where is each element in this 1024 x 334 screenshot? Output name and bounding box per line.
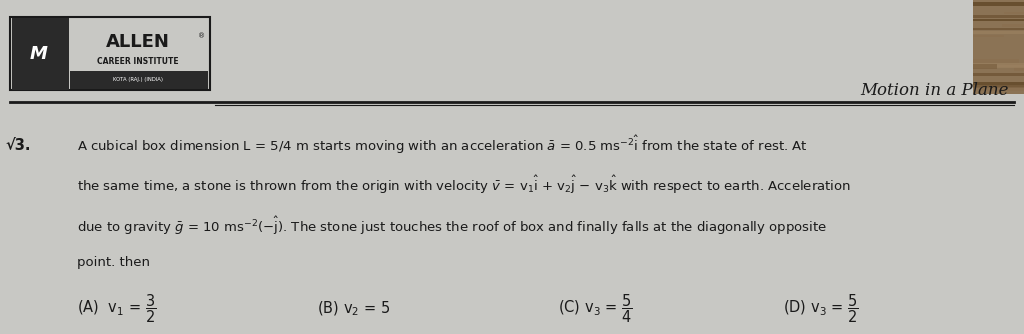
Text: M: M [30, 45, 48, 63]
FancyBboxPatch shape [530, 43, 694, 45]
FancyBboxPatch shape [754, 60, 818, 62]
FancyBboxPatch shape [907, 28, 1024, 30]
Text: Motion in a Plane: Motion in a Plane [860, 82, 1009, 99]
FancyBboxPatch shape [539, 42, 734, 45]
FancyBboxPatch shape [883, 82, 1024, 87]
FancyBboxPatch shape [0, 0, 973, 334]
FancyBboxPatch shape [575, 1, 777, 5]
FancyBboxPatch shape [696, 43, 878, 46]
FancyBboxPatch shape [590, 13, 831, 15]
Text: (C) v$_3$ = $\dfrac{5}{4}$: (C) v$_3$ = $\dfrac{5}{4}$ [558, 293, 633, 325]
FancyBboxPatch shape [442, 63, 637, 67]
FancyBboxPatch shape [801, 85, 1024, 88]
Text: (B) v$_2$ = 5: (B) v$_2$ = 5 [317, 300, 391, 318]
FancyBboxPatch shape [12, 18, 69, 90]
FancyBboxPatch shape [614, 0, 862, 3]
FancyBboxPatch shape [10, 17, 210, 90]
Text: ®: ® [199, 33, 205, 39]
FancyBboxPatch shape [334, 14, 459, 17]
FancyBboxPatch shape [327, 35, 570, 39]
FancyBboxPatch shape [525, 81, 717, 85]
FancyBboxPatch shape [682, 51, 738, 53]
FancyBboxPatch shape [1004, 12, 1024, 14]
FancyBboxPatch shape [532, 43, 770, 46]
Text: A cubical box dimension L = 5/4 m starts moving with an acceleration $\bar{a}$ =: A cubical box dimension L = 5/4 m starts… [77, 134, 808, 156]
FancyBboxPatch shape [393, 59, 463, 61]
FancyBboxPatch shape [830, 31, 1024, 34]
FancyBboxPatch shape [622, 81, 678, 86]
FancyBboxPatch shape [1014, 67, 1024, 71]
Text: due to gravity $\bar{g}$ = 10 ms$^{-2}$($-\hat{\mathrm{j}}$). The stone just tou: due to gravity $\bar{g}$ = 10 ms$^{-2}$(… [77, 214, 826, 236]
FancyBboxPatch shape [0, 94, 1024, 334]
FancyBboxPatch shape [431, 49, 564, 53]
FancyBboxPatch shape [943, 64, 997, 69]
Text: √3.: √3. [5, 138, 31, 153]
FancyBboxPatch shape [557, 81, 801, 85]
FancyBboxPatch shape [493, 28, 711, 32]
FancyBboxPatch shape [584, 1, 820, 4]
Text: KOTA (RAJ.) (INDIA): KOTA (RAJ.) (INDIA) [114, 77, 163, 82]
FancyBboxPatch shape [555, 31, 745, 34]
FancyBboxPatch shape [489, 66, 683, 70]
FancyBboxPatch shape [674, 43, 889, 47]
FancyBboxPatch shape [630, 89, 874, 92]
FancyBboxPatch shape [663, 88, 899, 90]
FancyBboxPatch shape [749, 0, 828, 1]
FancyBboxPatch shape [884, 72, 1024, 76]
FancyBboxPatch shape [539, 10, 617, 14]
FancyBboxPatch shape [893, 15, 975, 19]
FancyBboxPatch shape [70, 71, 208, 89]
FancyBboxPatch shape [438, 62, 597, 65]
FancyBboxPatch shape [718, 77, 936, 81]
FancyBboxPatch shape [717, 17, 777, 22]
FancyBboxPatch shape [863, 2, 1024, 6]
FancyBboxPatch shape [694, 71, 938, 74]
FancyBboxPatch shape [423, 3, 639, 7]
FancyBboxPatch shape [1002, 24, 1024, 27]
FancyBboxPatch shape [435, 55, 639, 59]
FancyBboxPatch shape [774, 70, 972, 72]
FancyBboxPatch shape [446, 53, 641, 55]
FancyBboxPatch shape [780, 63, 1024, 67]
FancyBboxPatch shape [340, 60, 470, 63]
FancyBboxPatch shape [777, 55, 968, 57]
FancyBboxPatch shape [683, 51, 744, 56]
FancyBboxPatch shape [582, 0, 728, 2]
FancyBboxPatch shape [433, 88, 640, 92]
FancyBboxPatch shape [860, 85, 985, 87]
FancyBboxPatch shape [322, 0, 544, 3]
Text: point. then: point. then [77, 256, 150, 269]
Text: the same time, a stone is thrown from the origin with velocity $\bar{v}$ = v$_1\: the same time, a stone is thrown from th… [77, 174, 851, 196]
FancyBboxPatch shape [508, 6, 712, 11]
FancyBboxPatch shape [943, 19, 1024, 21]
FancyBboxPatch shape [509, 79, 703, 82]
FancyBboxPatch shape [901, 65, 1024, 68]
FancyBboxPatch shape [923, 59, 1019, 63]
FancyBboxPatch shape [584, 12, 699, 14]
Text: (A)  v$_1$ = $\dfrac{3}{2}$: (A) v$_1$ = $\dfrac{3}{2}$ [77, 293, 156, 325]
FancyBboxPatch shape [335, 51, 585, 54]
Text: (D) v$_3$ = $\dfrac{5}{2}$: (D) v$_3$ = $\dfrac{5}{2}$ [783, 293, 859, 325]
FancyBboxPatch shape [461, 54, 520, 58]
FancyBboxPatch shape [951, 35, 1005, 37]
Text: CAREER INSTITUTE: CAREER INSTITUTE [97, 57, 179, 66]
FancyBboxPatch shape [1006, 64, 1024, 67]
FancyBboxPatch shape [517, 88, 609, 92]
FancyBboxPatch shape [419, 85, 647, 88]
Text: ALLEN: ALLEN [106, 33, 170, 51]
FancyBboxPatch shape [943, 88, 1024, 91]
FancyBboxPatch shape [613, 15, 841, 17]
FancyBboxPatch shape [511, 87, 687, 90]
FancyBboxPatch shape [845, 15, 1024, 18]
FancyBboxPatch shape [520, 50, 624, 54]
FancyBboxPatch shape [656, 6, 797, 9]
FancyBboxPatch shape [394, 58, 632, 60]
FancyBboxPatch shape [606, 70, 682, 73]
FancyBboxPatch shape [745, 51, 848, 54]
FancyBboxPatch shape [481, 13, 629, 18]
FancyBboxPatch shape [728, 1, 903, 3]
FancyBboxPatch shape [641, 39, 751, 43]
FancyBboxPatch shape [694, 25, 871, 29]
FancyBboxPatch shape [721, 43, 812, 47]
